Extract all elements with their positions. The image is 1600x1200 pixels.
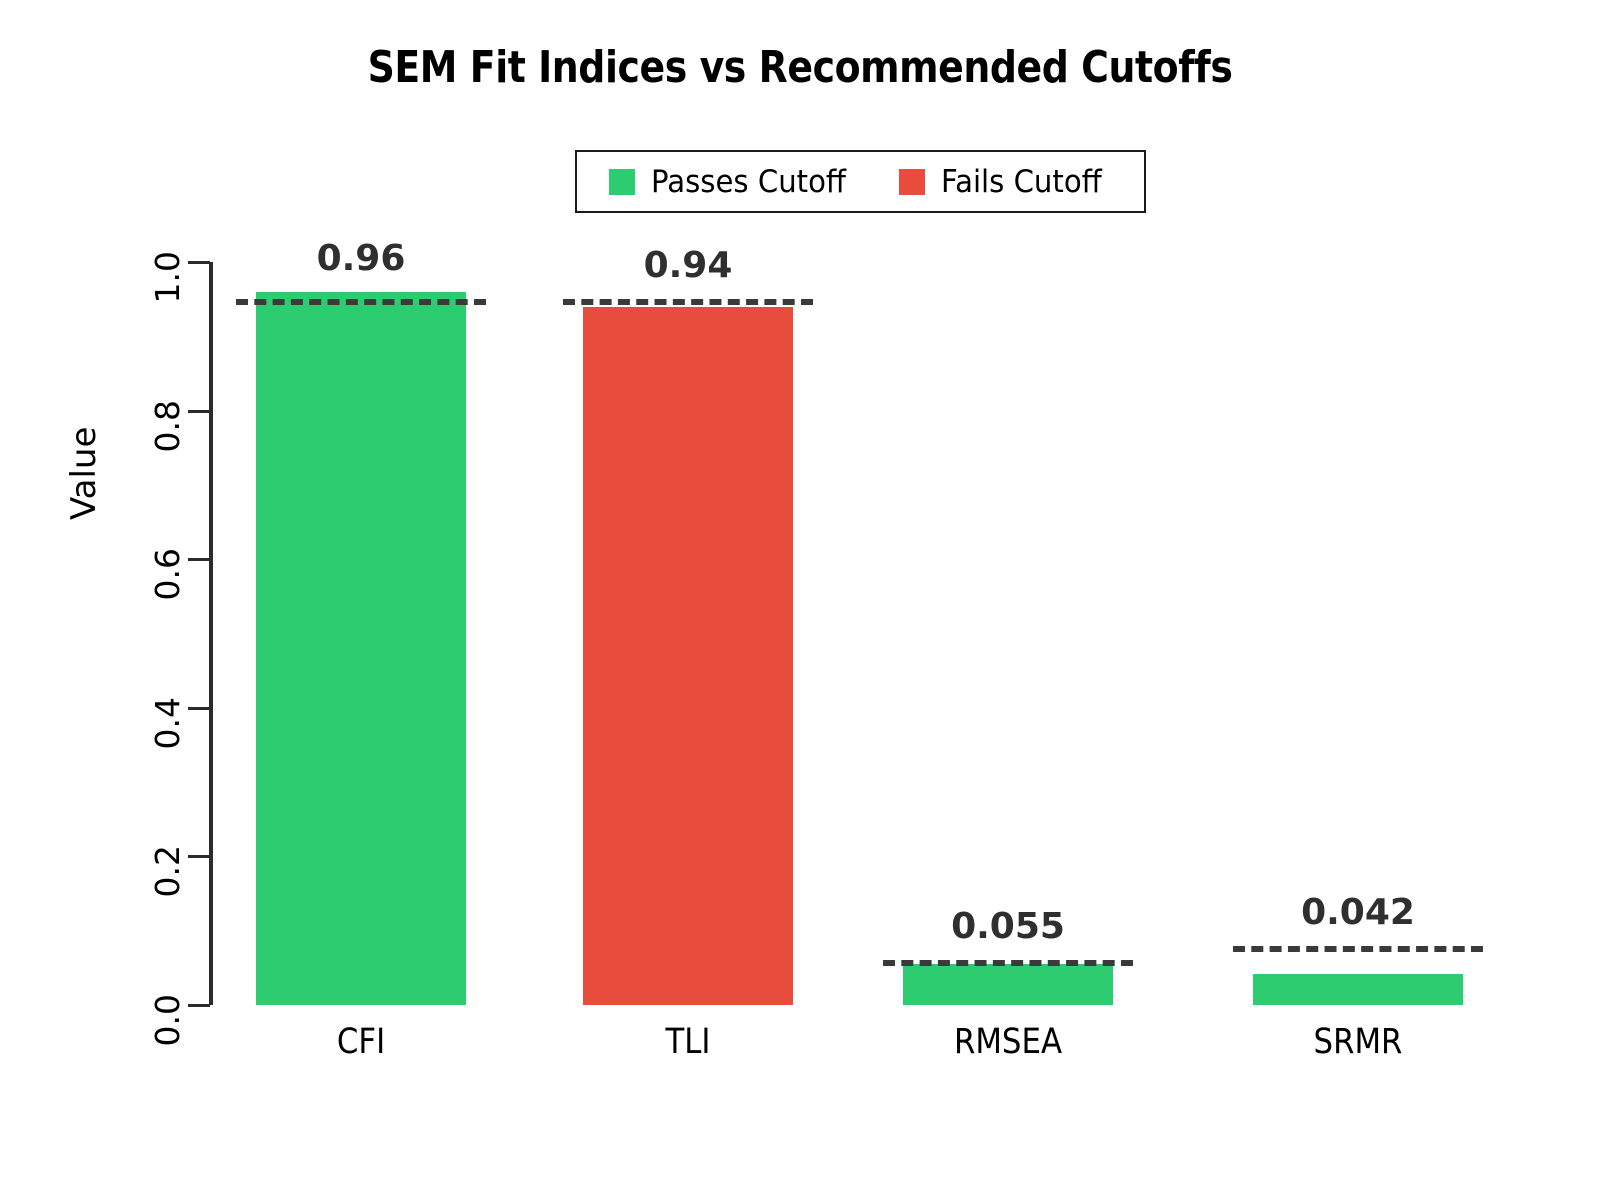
legend-swatch-fails-icon xyxy=(898,168,925,195)
y-axis-tick xyxy=(188,1004,210,1007)
chart-legend: Passes Cutoff Fails Cutoff xyxy=(575,150,1146,213)
bar-cfi xyxy=(256,291,466,1005)
y-axis-tick xyxy=(188,855,210,859)
chart-title: SEM Fit Indices vs Recommended Cutoffs xyxy=(367,42,1233,93)
legend-item-passes: Passes Cutoff xyxy=(609,164,858,200)
y-axis-tick-label: 0.0 xyxy=(148,994,187,1047)
x-axis-label-rmsea: RMSEA xyxy=(953,1022,1063,1062)
bar-value-label-rmsea: 0.055 xyxy=(951,906,1065,948)
cutoff-line-cfi xyxy=(236,299,486,306)
y-axis-tick xyxy=(188,409,210,413)
x-axis-label-tli: TLI xyxy=(665,1022,711,1062)
cutoff-line-srmr xyxy=(1233,945,1483,952)
bar-tli xyxy=(583,306,793,1005)
y-axis-tick xyxy=(188,261,210,264)
bar-value-label-srmr: 0.042 xyxy=(1301,891,1415,933)
legend-swatch-passes-icon xyxy=(609,168,636,195)
cutoff-line-rmsea xyxy=(883,960,1133,967)
y-axis-tick xyxy=(188,558,210,562)
legend-label-fails: Fails Cutoff xyxy=(940,163,1102,200)
y-axis-line xyxy=(209,262,213,1005)
bar-value-label-tli: 0.94 xyxy=(643,245,733,287)
cutoff-line-tli xyxy=(563,299,813,306)
x-axis-label-srmr: SRMR xyxy=(1313,1022,1403,1062)
x-axis-label-cfi: CFI xyxy=(336,1022,386,1062)
y-axis-tick-label: 0.4 xyxy=(148,696,187,750)
legend-label-passes: Passes Cutoff xyxy=(651,163,847,200)
bar-rmsea xyxy=(903,964,1113,1005)
bar-srmr xyxy=(1253,973,1463,1005)
legend-item-fails: Fails Cutoff xyxy=(898,163,1112,200)
y-axis-tick-label: 1.0 xyxy=(148,251,187,304)
y-axis-tick xyxy=(188,706,210,710)
bar-value-label-cfi: 0.96 xyxy=(316,237,406,279)
y-axis-title: Value xyxy=(64,426,104,520)
